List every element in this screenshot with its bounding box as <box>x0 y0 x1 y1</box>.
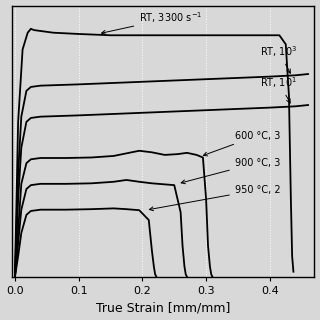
Text: RT, 3300 s$^{-1}$: RT, 3300 s$^{-1}$ <box>101 11 203 34</box>
X-axis label: True Strain [mm/mm]: True Strain [mm/mm] <box>96 301 230 315</box>
Text: 900 °C, 3: 900 °C, 3 <box>181 158 280 184</box>
Text: 600 °C, 3: 600 °C, 3 <box>204 131 280 156</box>
Text: RT, 10$^3$: RT, 10$^3$ <box>260 44 298 73</box>
Text: RT, 10$^1$: RT, 10$^1$ <box>260 75 297 103</box>
Text: 950 °C, 2: 950 °C, 2 <box>149 185 280 211</box>
